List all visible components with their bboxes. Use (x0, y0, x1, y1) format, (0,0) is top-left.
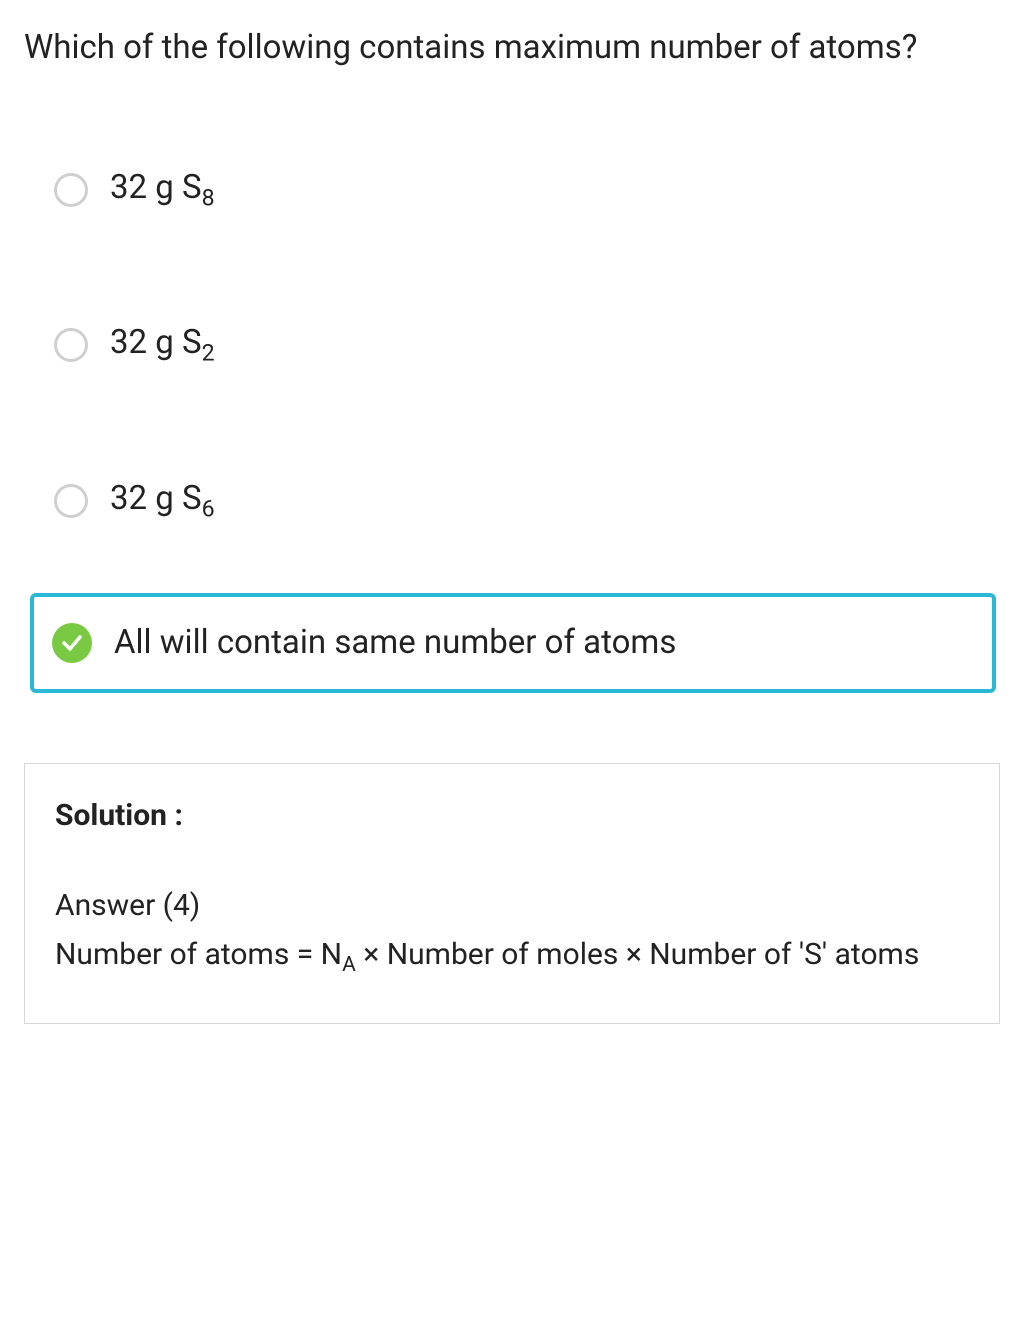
solution-panel: Solution : Answer (4) Number of atoms = … (24, 763, 1000, 1024)
radio-unchecked-icon (54, 328, 88, 362)
solution-title: Solution : (55, 798, 969, 833)
option-1[interactable]: 32 g S8 (36, 152, 1000, 228)
question-text: Which of the following contains maximum … (24, 24, 1000, 72)
check-icon (52, 623, 92, 663)
radio-unchecked-icon (54, 173, 88, 207)
radio-unchecked-icon (54, 484, 88, 518)
option-label: 32 g S2 (110, 323, 215, 367)
option-label: 32 g S6 (110, 479, 215, 523)
option-label: All will contain same number of atoms (114, 623, 676, 662)
solution-formula: Number of atoms = NA × Number of moles ×… (55, 930, 969, 983)
options-group: 32 g S8 32 g S2 32 g S6 All will contain… (24, 152, 1000, 693)
option-label: 32 g S8 (110, 168, 215, 212)
solution-body: Answer (4) Number of atoms = NA × Number… (55, 881, 969, 983)
solution-answer-line: Answer (4) (55, 881, 969, 931)
option-2[interactable]: 32 g S2 (36, 307, 1000, 383)
option-4-correct[interactable]: All will contain same number of atoms (30, 593, 996, 693)
option-3[interactable]: 32 g S6 (36, 463, 1000, 539)
